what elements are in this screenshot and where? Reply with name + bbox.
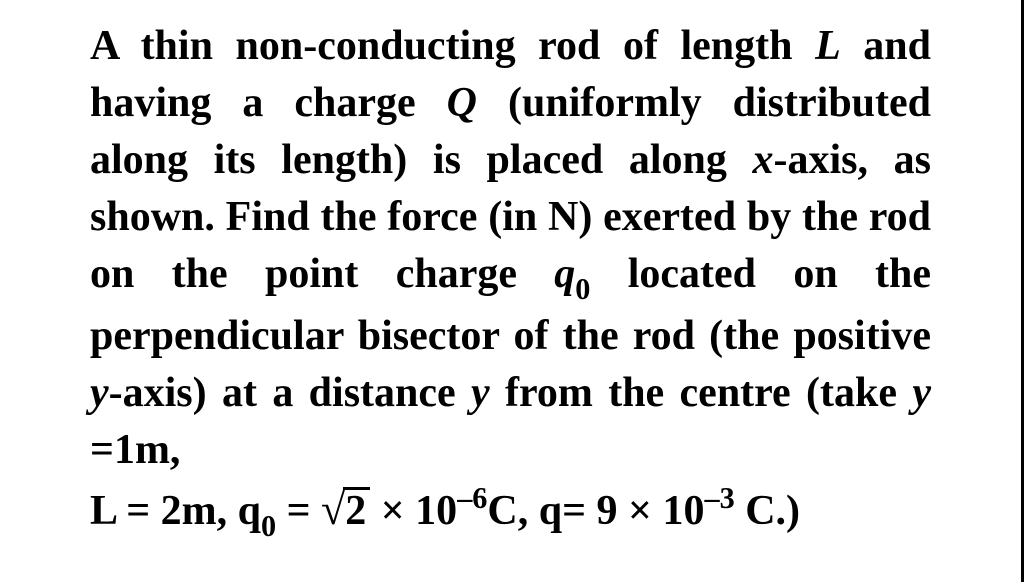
var-Q: Q xyxy=(447,80,477,126)
text-seg: a distance xyxy=(272,370,471,416)
text-seg: along xyxy=(629,137,753,183)
sup-neg6: –6 xyxy=(457,481,487,515)
var-y: y xyxy=(912,370,931,416)
text-seg: A thin non-conducting rod of length xyxy=(90,23,815,69)
text-seg: = xyxy=(276,488,321,534)
problem-text: A thin non-conducting rod of length L an… xyxy=(90,18,931,545)
radical-sign: √ xyxy=(321,480,345,540)
text-seg: bisector of the rod (the positive xyxy=(358,313,931,359)
text-seg: charge xyxy=(396,251,555,297)
var-x: x xyxy=(753,137,774,183)
var-L: L xyxy=(815,23,841,69)
text-seg: 1m, xyxy=(114,427,181,473)
sub-zero: 0 xyxy=(261,509,276,543)
var-y: y xyxy=(90,370,109,416)
text-seg: × 10 xyxy=(370,488,457,534)
var-q0: q xyxy=(554,251,575,297)
page: A thin non-conducting rod of length L an… xyxy=(0,0,1024,582)
values-line: L = 2m, q0 = √2 × 10–6C, q= 9 × 10–3 C.) xyxy=(90,479,931,545)
sup-neg3: –3 xyxy=(704,481,734,515)
text-seg: (uniformly xyxy=(477,80,702,126)
text-seg: C.) xyxy=(735,488,800,534)
sub-zero: 0 xyxy=(575,272,590,306)
var-y: y xyxy=(471,370,490,416)
text-seg: = xyxy=(90,427,114,473)
text-seg: -axis) at xyxy=(109,370,257,416)
radicand: 2 xyxy=(343,487,370,532)
text-seg: from the centre (take xyxy=(490,370,913,416)
text-seg: L = 2m, q xyxy=(90,488,261,534)
text-seg: C, q= 9 × 10 xyxy=(487,488,704,534)
sqrt-icon: √2 xyxy=(321,480,370,540)
